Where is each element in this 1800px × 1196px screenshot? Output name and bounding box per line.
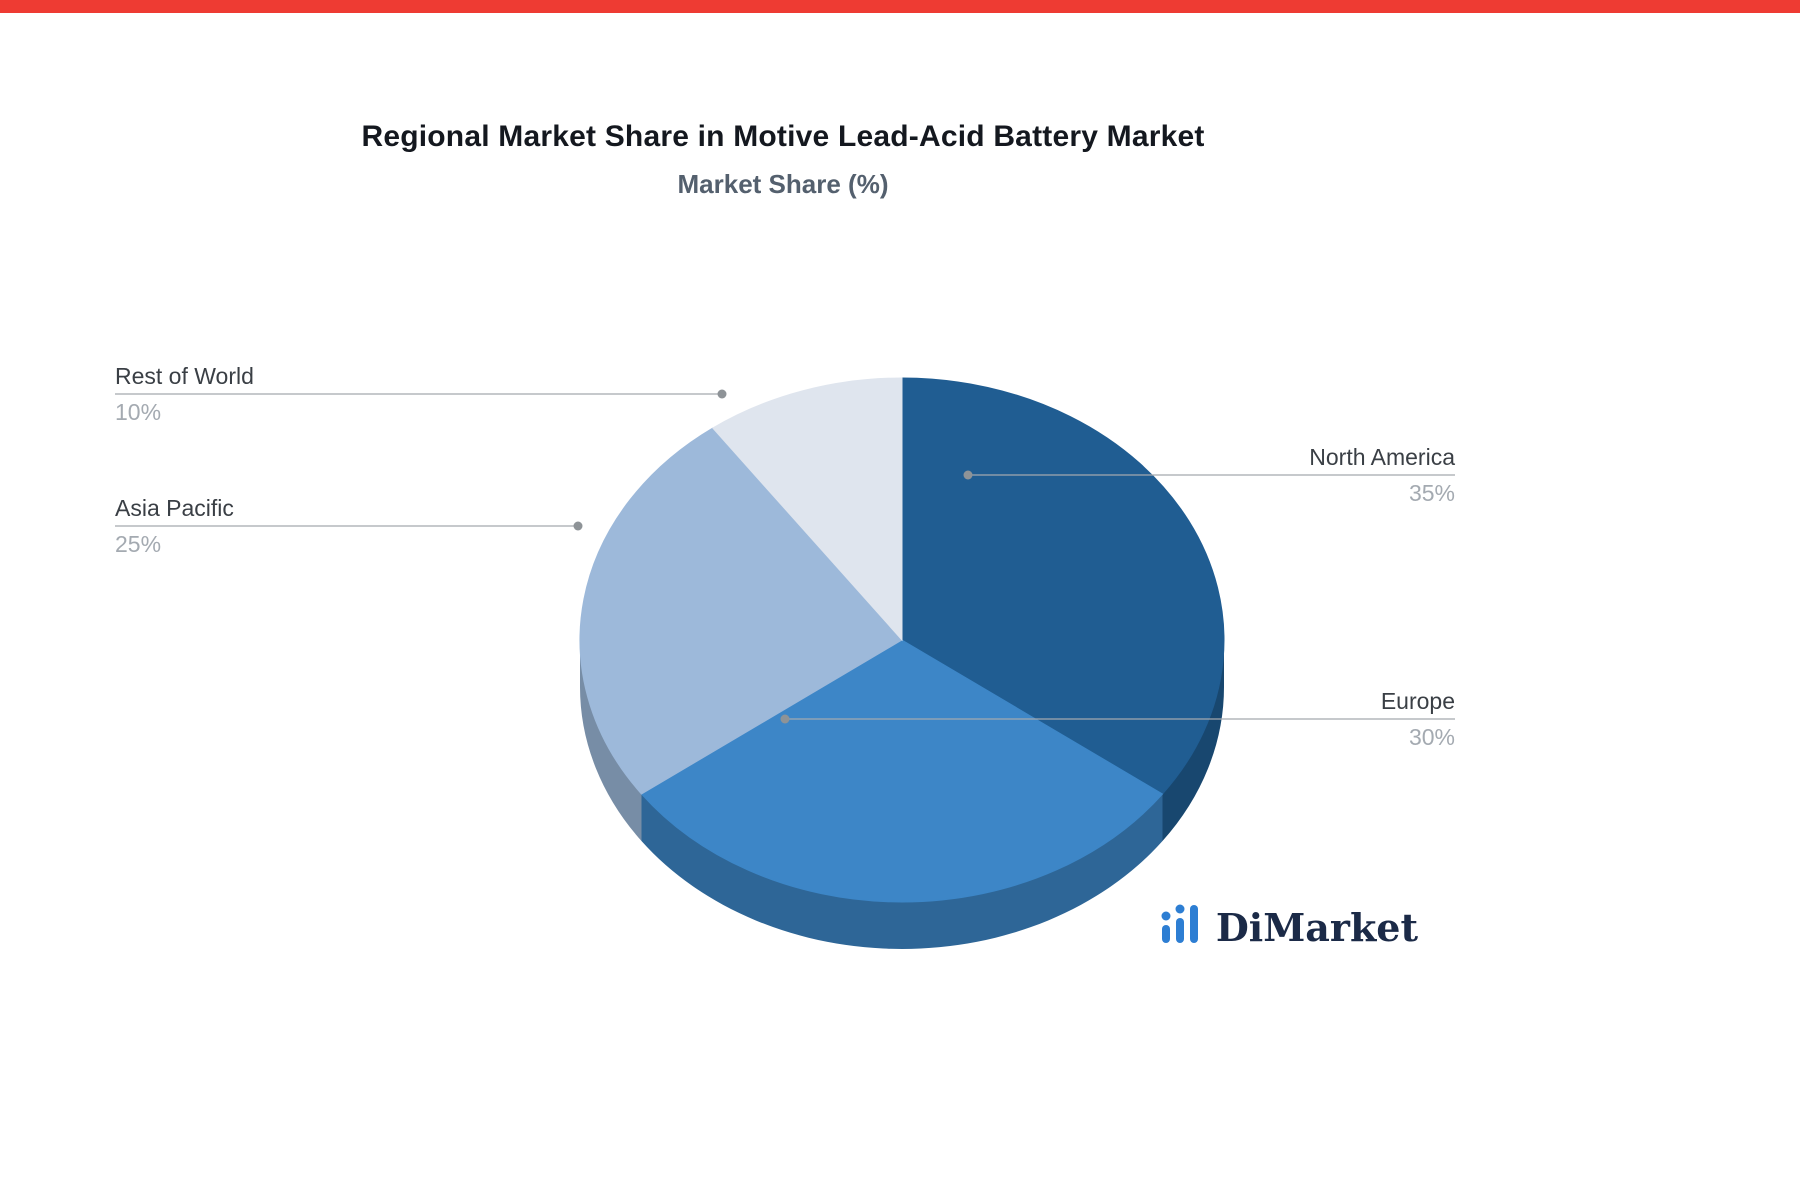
pie-slice-europe [640,639,1164,903]
callout-dot-north-america [963,470,973,480]
callout-label-north-america: North America [1309,444,1455,470]
pie-slice-rest-of-world [711,377,903,642]
pie-slice-side-north-america [1162,640,1224,841]
pie-slice-side-asia-pacific [580,640,642,841]
top-accent-bar [0,0,1800,13]
chart-title: Regional Market Share in Motive Lead-Aci… [361,120,1205,153]
pie-slice-side-europe [641,794,1163,949]
chart-subtitle: Market Share (%) [677,169,889,199]
callout-label-europe: Europe [1380,688,1455,714]
callout-value-europe: 30% [1408,724,1455,750]
callout-value-rest-of-world: 10% [115,399,162,425]
callout-value-asia-pacific: 25% [115,531,162,557]
chart-header: Regional Market Share in Motive Lead-Aci… [0,0,1566,200]
dimarket-logo-text: DiMarket [1215,905,1418,951]
callout-dot-rest-of-world [717,389,727,399]
pie-slice-north-america [901,377,1225,795]
callout-dot-asia-pacific [573,521,583,531]
callout-dot-europe [780,714,790,724]
pie-slice-asia-pacific [579,427,903,795]
dimarket-logo-icon [1161,904,1198,943]
callout-value-north-america: 35% [1408,480,1455,506]
dimarket-logo: DiMarket [1160,903,1418,948]
callout-label-rest-of-world: Rest of World [115,363,254,389]
callout-label-asia-pacific: Asia Pacific [115,495,234,521]
